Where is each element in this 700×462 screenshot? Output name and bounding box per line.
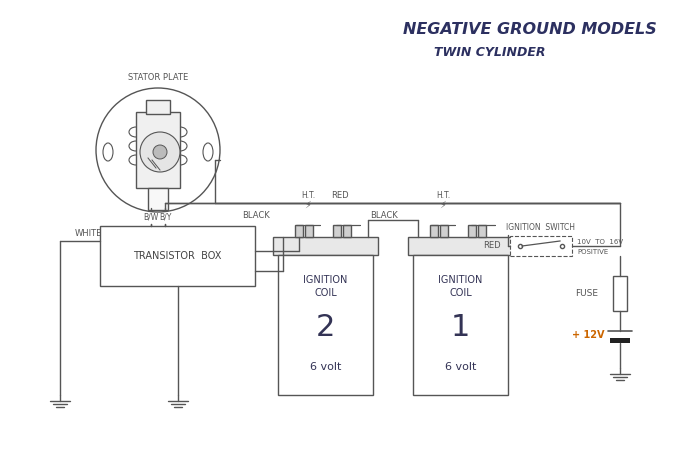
Bar bbox=[413, 255, 508, 395]
Text: FUSE: FUSE bbox=[575, 289, 598, 298]
Ellipse shape bbox=[203, 143, 213, 161]
Text: BLACK: BLACK bbox=[242, 211, 270, 219]
Bar bbox=[278, 255, 373, 395]
Bar bbox=[305, 225, 313, 237]
Bar bbox=[295, 225, 303, 237]
Text: POSITIVE: POSITIVE bbox=[577, 249, 608, 255]
Text: H.T.: H.T. bbox=[436, 190, 450, 200]
Bar bbox=[333, 225, 341, 237]
Text: NEGATIVE GROUND MODELS: NEGATIVE GROUND MODELS bbox=[403, 23, 657, 37]
Text: IGNITION: IGNITION bbox=[303, 275, 348, 285]
Text: B/Y: B/Y bbox=[159, 213, 172, 221]
Text: 6 volt: 6 volt bbox=[310, 362, 341, 372]
Text: ⚡: ⚡ bbox=[440, 200, 447, 210]
Text: TRANSISTOR  BOX: TRANSISTOR BOX bbox=[133, 251, 222, 261]
Bar bbox=[408, 237, 513, 255]
Bar bbox=[468, 225, 476, 237]
Text: 10V  TO  16V: 10V TO 16V bbox=[577, 239, 623, 245]
Bar bbox=[273, 237, 378, 255]
Text: B/W: B/W bbox=[144, 213, 159, 221]
Text: RED: RED bbox=[483, 242, 500, 250]
Bar bbox=[613, 276, 627, 311]
Text: IGNITION: IGNITION bbox=[438, 275, 483, 285]
Bar bbox=[430, 225, 438, 237]
Bar bbox=[343, 225, 351, 237]
Text: ⚡: ⚡ bbox=[304, 200, 312, 210]
Bar bbox=[440, 225, 448, 237]
Ellipse shape bbox=[103, 143, 113, 161]
Text: 6 volt: 6 volt bbox=[444, 362, 476, 372]
Bar bbox=[510, 236, 572, 256]
Text: H.T.: H.T. bbox=[301, 190, 315, 200]
Text: IGNITION  SWITCH: IGNITION SWITCH bbox=[507, 224, 575, 232]
Text: BLACK: BLACK bbox=[370, 211, 398, 219]
Text: TWIN CYLINDER: TWIN CYLINDER bbox=[434, 45, 546, 59]
Text: STATOR PLATE: STATOR PLATE bbox=[128, 73, 188, 83]
Text: COIL: COIL bbox=[449, 288, 472, 298]
Bar bbox=[146, 100, 170, 114]
Bar bbox=[148, 188, 168, 210]
Bar bbox=[478, 225, 486, 237]
Bar bbox=[136, 112, 180, 188]
Circle shape bbox=[140, 132, 180, 172]
Text: RED: RED bbox=[331, 192, 349, 201]
Text: WHITE: WHITE bbox=[75, 230, 102, 238]
Text: + 12V: + 12V bbox=[573, 330, 605, 340]
Bar bbox=[610, 338, 630, 343]
Text: 2: 2 bbox=[316, 312, 335, 341]
Circle shape bbox=[153, 145, 167, 159]
Text: COIL: COIL bbox=[314, 288, 337, 298]
Text: 1: 1 bbox=[451, 312, 470, 341]
Bar bbox=[100, 226, 255, 286]
